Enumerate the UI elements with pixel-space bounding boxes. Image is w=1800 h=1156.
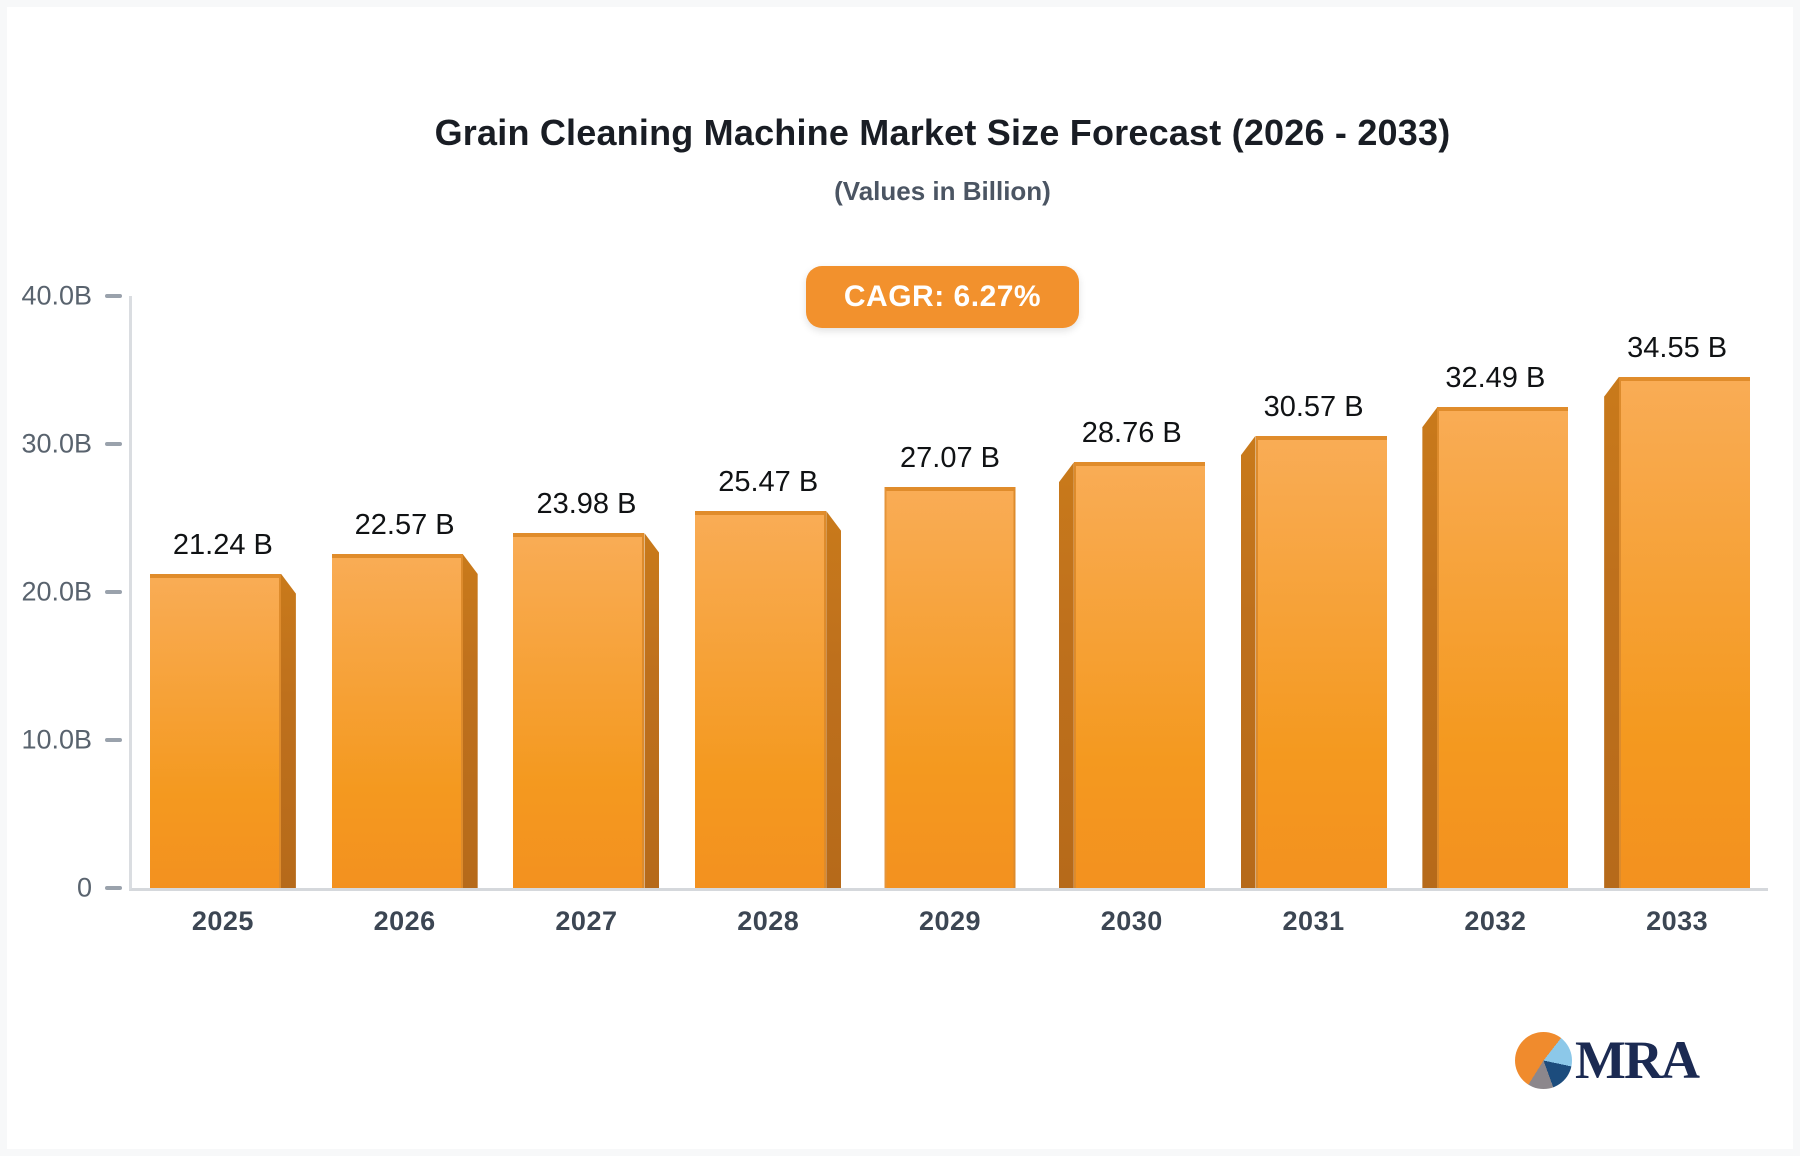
bar-face bbox=[1437, 407, 1569, 888]
bar-2028: 25.47 B bbox=[695, 466, 842, 888]
y-tick-label: 20.0B bbox=[21, 576, 92, 607]
x-axis-label: 2032 bbox=[1464, 906, 1527, 936]
bar-value-label: 21.24 B bbox=[172, 528, 273, 561]
y-tick-mark bbox=[105, 442, 122, 446]
bars: 21.24 B 2025 22.57 B 2026 23.98 B 2027 25.47 B… bbox=[132, 296, 1768, 936]
y-tick-label: 40.0B bbox=[21, 280, 92, 311]
y-tick-label: 30.0B bbox=[21, 428, 92, 459]
cagr-badge-row: CAGR: 6.27% bbox=[85, 266, 1800, 328]
bar-slot-2029: 27.07 B 2029 bbox=[859, 296, 1041, 936]
bar-value-label: 28.76 B bbox=[1081, 417, 1182, 450]
y-tick-mark bbox=[105, 738, 122, 742]
bar-slot-2027: 23.98 B 2027 bbox=[496, 296, 678, 936]
bar-side-face bbox=[1240, 435, 1256, 888]
bar-side-face bbox=[280, 573, 296, 888]
bar-2027: 23.98 B bbox=[513, 488, 660, 888]
pie-chart-logo-icon bbox=[1515, 1032, 1573, 1089]
bar-slot-2030: 28.76 B 2030 bbox=[1041, 296, 1223, 936]
bar-2033: 34.55 B bbox=[1604, 332, 1751, 888]
bar-slot-2032: 32.49 B 2032 bbox=[1404, 296, 1586, 936]
bar-face bbox=[513, 533, 645, 888]
y-tick-mark bbox=[105, 294, 122, 298]
x-axis-label: 2033 bbox=[1646, 906, 1709, 936]
mra-logo: MRA bbox=[1515, 1030, 1700, 1090]
cagr-badge: CAGR: 6.27% bbox=[805, 266, 1080, 328]
bar-value-label: 22.57 B bbox=[354, 508, 455, 541]
bar-side-face bbox=[1422, 407, 1438, 888]
bar-slot-2028: 25.47 B 2028 bbox=[677, 296, 859, 936]
bar-2031: 30.57 B bbox=[1240, 391, 1387, 888]
bar-side-face bbox=[462, 553, 478, 888]
bar-value-label: 34.55 B bbox=[1627, 331, 1728, 364]
y-tick-label: 0 bbox=[76, 872, 92, 903]
x-axis-label: 2026 bbox=[373, 906, 436, 936]
chart-title: Grain Cleaning Machine Market Size Forec… bbox=[434, 112, 1451, 153]
bar-side-face bbox=[1058, 462, 1074, 888]
logo-text: MRA bbox=[1575, 1030, 1700, 1090]
bar-2025: 21.24 B bbox=[149, 529, 296, 888]
bar-value-label: 25.47 B bbox=[718, 466, 819, 499]
chart-header: Grain Cleaning Machine Market Size Forec… bbox=[85, 112, 1800, 207]
bar-face bbox=[695, 511, 827, 888]
x-axis-label: 2030 bbox=[1100, 906, 1163, 936]
bar-value-label: 23.98 B bbox=[536, 488, 637, 521]
bar-face bbox=[149, 573, 281, 888]
bar-value-label: 27.07 B bbox=[900, 442, 1001, 475]
bar-slot-2033: 34.55 B 2033 bbox=[1586, 296, 1768, 936]
x-axis-label: 2028 bbox=[737, 906, 800, 936]
bar-face bbox=[1619, 376, 1751, 888]
bar-face bbox=[1255, 435, 1387, 888]
bar-2029: 27.07 B bbox=[884, 442, 1016, 888]
bar-value-label: 32.49 B bbox=[1445, 362, 1546, 395]
x-axis-label: 2029 bbox=[918, 906, 982, 936]
bar-side-face bbox=[1604, 376, 1620, 888]
bar-face bbox=[1073, 462, 1205, 888]
bar-2032: 32.49 B bbox=[1422, 362, 1569, 888]
bar-value-label: 30.57 B bbox=[1263, 390, 1364, 423]
bar-side-face bbox=[826, 511, 842, 888]
bar-face bbox=[884, 487, 1016, 888]
x-axis-label: 2031 bbox=[1282, 906, 1345, 936]
y-tick-mark bbox=[105, 590, 122, 594]
y-tick-mark bbox=[105, 886, 122, 890]
bar-slot-2026: 22.57 B 2026 bbox=[314, 296, 496, 936]
bar-chart: 40.0B 30.0B 20.0B 10.0B 0 21.24 B 2025 22.57 B… bbox=[21, 281, 1768, 936]
bar-slot-2031: 30.57 B 2031 bbox=[1223, 296, 1405, 936]
bar-face bbox=[331, 553, 463, 888]
bar-2026: 22.57 B bbox=[331, 509, 478, 888]
bar-slot-2025: 21.24 B 2025 bbox=[132, 296, 314, 936]
x-axis-label: 2025 bbox=[191, 906, 254, 936]
bar-2030: 28.76 B bbox=[1058, 417, 1205, 888]
bar-side-face bbox=[644, 533, 660, 888]
x-axis-label: 2027 bbox=[555, 906, 618, 936]
y-tick-label: 10.0B bbox=[21, 724, 92, 755]
chart-subtitle: (Values in Billion) bbox=[834, 176, 1051, 206]
